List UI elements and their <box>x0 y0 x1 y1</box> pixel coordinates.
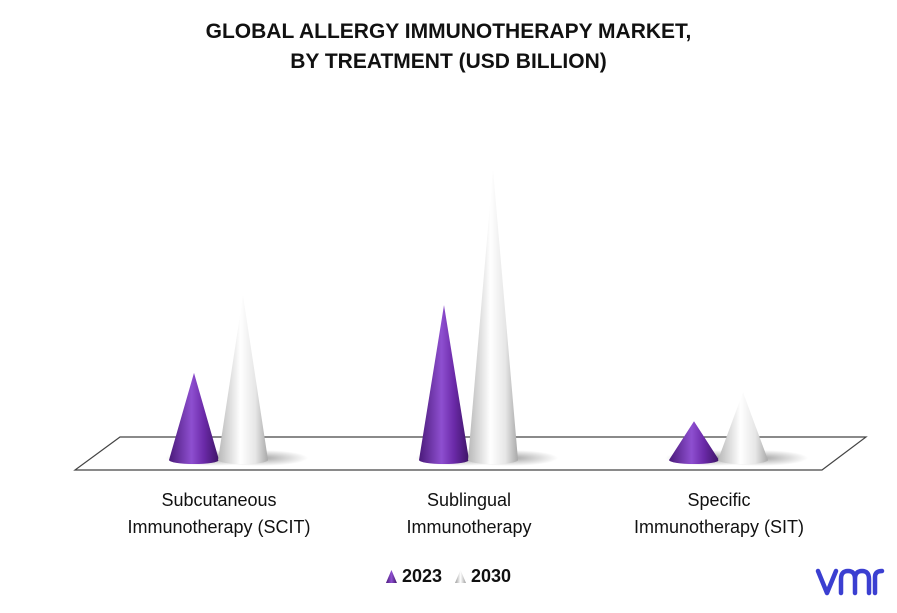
legend-swatch-2023 <box>385 570 397 583</box>
category-label-line: Specific <box>687 490 751 510</box>
legend-item-2030: 2030 <box>455 566 511 587</box>
category-label-line: Sublingual <box>426 490 512 510</box>
vmr-logo <box>815 559 885 608</box>
cone-2023-2 <box>419 305 469 464</box>
category-label-line: Immunotherapy <box>406 517 532 537</box>
legend: 2023 2030 <box>0 566 897 588</box>
category-label: Specific Immunotherapy (SIT) <box>589 487 849 541</box>
category-label-line: Subcutaneous <box>161 490 277 510</box>
chart-title-line2: BY TREATMENT (USD BILLION) <box>290 50 607 73</box>
cone-2023-3 <box>669 421 719 464</box>
cone-2023-1 <box>169 372 219 464</box>
category-label: Subcutaneous Immunotherapy (SCIT) <box>89 487 349 541</box>
chart-title: GLOBAL ALLERGY IMMUNOTHERAPY MARKET, BY … <box>0 17 897 77</box>
cone-2030-2 <box>468 169 518 464</box>
legend-swatch-2030 <box>455 570 466 583</box>
legend-label-2030: 2030 <box>471 566 512 586</box>
legend-item-2023: 2023 <box>385 566 442 587</box>
legend-label-2023: 2023 <box>401 566 442 586</box>
cone-2030-1 <box>218 295 268 464</box>
category-label-line: Immunotherapy (SCIT) <box>127 517 311 537</box>
category-label: Sublingual Immunotherapy <box>339 487 599 541</box>
vmr-logo-mark <box>815 568 885 596</box>
cone-2030-3 <box>718 392 768 464</box>
chart-title-line1: GLOBAL ALLERGY IMMUNOTHERAPY MARKET, <box>205 20 692 43</box>
category-label-line: Immunotherapy (SIT) <box>633 517 805 537</box>
